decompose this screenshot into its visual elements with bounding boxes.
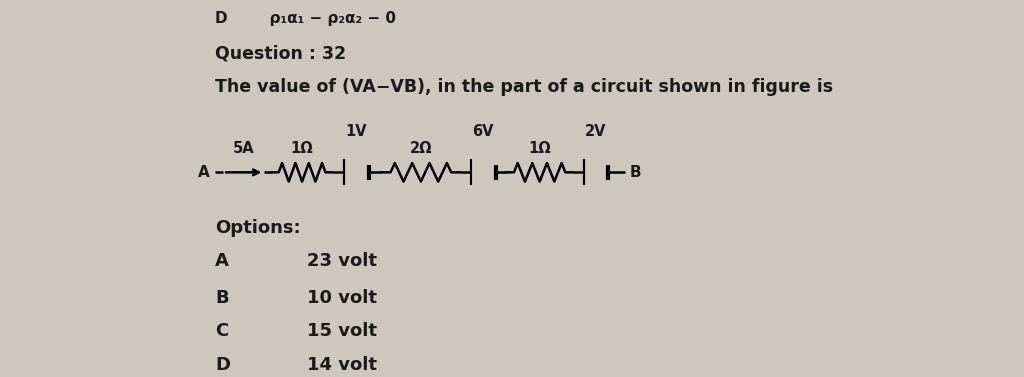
Text: Options:: Options: [215, 219, 301, 237]
Text: 1Ω: 1Ω [528, 141, 551, 156]
Text: 2Ω: 2Ω [410, 141, 432, 156]
Text: 1V: 1V [345, 124, 368, 139]
Text: 1Ω: 1Ω [291, 141, 313, 156]
Text: B: B [215, 289, 228, 307]
Text: 2V: 2V [586, 124, 606, 139]
Text: A: A [199, 165, 210, 180]
Text: 6V: 6V [473, 124, 494, 139]
Text: D        ρ₁α₁ − ρ₂α₂ − 0: D ρ₁α₁ − ρ₂α₂ − 0 [215, 11, 396, 26]
Text: 14 volt: 14 volt [307, 356, 377, 374]
Text: 5A: 5A [232, 141, 255, 156]
Text: The value of (VA​−VB​), in the part of a circuit shown in figure is: The value of (VA​−VB​), in the part of a… [215, 78, 834, 96]
Text: D: D [215, 356, 230, 374]
Text: 10 volt: 10 volt [307, 289, 377, 307]
Text: C: C [215, 322, 228, 340]
Text: Question : 32: Question : 32 [215, 44, 346, 63]
Text: A: A [215, 252, 229, 270]
Text: B: B [630, 165, 641, 180]
Text: 15 volt: 15 volt [307, 322, 377, 340]
Text: 23 volt: 23 volt [307, 252, 377, 270]
